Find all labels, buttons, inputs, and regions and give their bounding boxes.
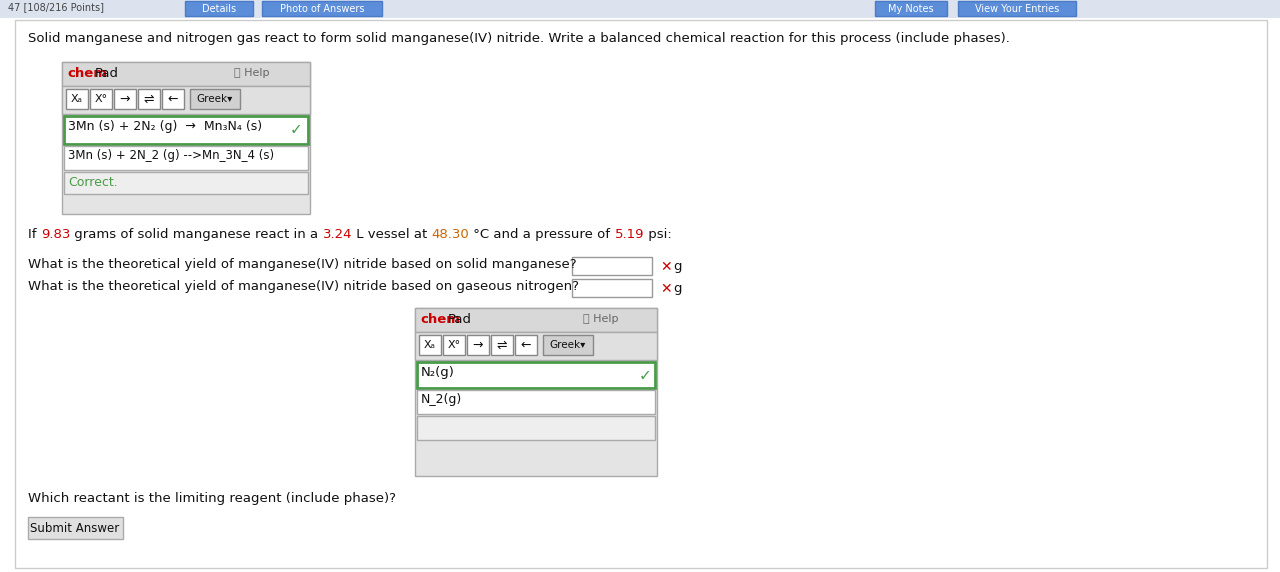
Text: Greek▾: Greek▾ bbox=[550, 340, 586, 350]
Text: Details: Details bbox=[202, 4, 236, 14]
Bar bbox=[572, 279, 652, 297]
Bar bbox=[114, 89, 136, 109]
Bar bbox=[415, 308, 657, 476]
Bar bbox=[543, 335, 593, 355]
Text: Pad: Pad bbox=[95, 67, 119, 80]
Text: N₂(g): N₂(g) bbox=[421, 366, 454, 379]
Text: 48.30: 48.30 bbox=[431, 228, 470, 241]
Bar bbox=[0, 0, 1280, 18]
Text: Pad: Pad bbox=[448, 313, 472, 326]
Text: ⇌: ⇌ bbox=[143, 93, 155, 105]
Bar bbox=[61, 86, 310, 114]
Bar bbox=[467, 335, 489, 355]
Text: 3Mn (s) + 2N_2 (g) -->Mn_3N_4 (s): 3Mn (s) + 2N_2 (g) -->Mn_3N_4 (s) bbox=[68, 149, 274, 162]
Bar bbox=[515, 335, 538, 355]
Text: X°: X° bbox=[448, 340, 461, 350]
Text: Solid manganese and nitrogen gas react to form solid manganese(IV) nitride. Writ: Solid manganese and nitrogen gas react t… bbox=[28, 32, 1010, 45]
Text: 9.83: 9.83 bbox=[41, 228, 70, 241]
Text: My Notes: My Notes bbox=[888, 4, 934, 14]
Text: Xₐ: Xₐ bbox=[424, 340, 436, 350]
Bar bbox=[186, 1, 253, 16]
Text: If: If bbox=[28, 228, 41, 241]
Bar bbox=[415, 308, 657, 332]
Bar bbox=[61, 62, 310, 214]
Text: ✕: ✕ bbox=[660, 282, 672, 296]
Bar bbox=[163, 89, 184, 109]
Text: ←: ← bbox=[521, 339, 531, 352]
Bar bbox=[957, 1, 1076, 16]
Text: ⓘ Help: ⓘ Help bbox=[234, 68, 270, 78]
Text: 5.19: 5.19 bbox=[614, 228, 644, 241]
Text: Which reactant is the limiting reagent (include phase)?: Which reactant is the limiting reagent (… bbox=[28, 492, 396, 505]
Text: Correct.: Correct. bbox=[68, 176, 118, 189]
Text: ←: ← bbox=[168, 93, 178, 105]
Bar bbox=[138, 89, 160, 109]
Text: What is the theoretical yield of manganese(IV) nitride based on gaseous nitrogen: What is the theoretical yield of mangane… bbox=[28, 280, 579, 293]
Bar bbox=[61, 62, 310, 86]
Text: grams of solid manganese react in a: grams of solid manganese react in a bbox=[70, 228, 323, 241]
Bar bbox=[492, 335, 513, 355]
Bar bbox=[64, 146, 308, 170]
Text: chem: chem bbox=[420, 313, 460, 326]
Text: What is the theoretical yield of manganese(IV) nitride based on solid manganese?: What is the theoretical yield of mangane… bbox=[28, 258, 576, 271]
Text: L vessel at: L vessel at bbox=[352, 228, 431, 241]
Text: Xₐ: Xₐ bbox=[70, 94, 83, 104]
Text: ✕: ✕ bbox=[660, 260, 672, 274]
Bar bbox=[572, 257, 652, 275]
Bar bbox=[28, 517, 123, 539]
Text: View Your Entries: View Your Entries bbox=[975, 4, 1059, 14]
Text: →: → bbox=[120, 93, 131, 105]
Bar bbox=[64, 116, 308, 144]
Bar bbox=[189, 89, 241, 109]
Text: Submit Answer: Submit Answer bbox=[31, 522, 119, 534]
Bar bbox=[415, 332, 657, 360]
Text: N_2(g): N_2(g) bbox=[421, 393, 462, 406]
Text: Photo of Answers: Photo of Answers bbox=[280, 4, 365, 14]
Text: g: g bbox=[673, 282, 681, 295]
Text: ✓: ✓ bbox=[639, 368, 652, 383]
Text: Greek▾: Greek▾ bbox=[197, 94, 233, 104]
Bar bbox=[417, 362, 655, 388]
Text: ⇌: ⇌ bbox=[497, 339, 507, 352]
Text: 3.24: 3.24 bbox=[323, 228, 352, 241]
Text: °C and a pressure of: °C and a pressure of bbox=[470, 228, 614, 241]
Text: 3Mn (s) + 2N₂ (g)  →  Mn₃N₄ (s): 3Mn (s) + 2N₂ (g) → Mn₃N₄ (s) bbox=[68, 120, 262, 133]
Bar bbox=[417, 416, 655, 440]
Text: X°: X° bbox=[95, 94, 108, 104]
Bar bbox=[90, 89, 113, 109]
Text: chem: chem bbox=[67, 67, 108, 80]
Bar bbox=[443, 335, 465, 355]
Text: g: g bbox=[673, 260, 681, 273]
Text: 47 [108/216 Points]: 47 [108/216 Points] bbox=[8, 2, 104, 12]
Bar bbox=[67, 89, 88, 109]
Text: ✓: ✓ bbox=[289, 122, 302, 137]
Bar bbox=[419, 335, 442, 355]
Bar bbox=[262, 1, 381, 16]
Bar bbox=[64, 172, 308, 194]
Text: →: → bbox=[472, 339, 484, 352]
Text: ⓘ Help: ⓘ Help bbox=[582, 314, 618, 324]
Bar bbox=[417, 390, 655, 414]
Bar bbox=[876, 1, 947, 16]
Text: psi:: psi: bbox=[644, 228, 672, 241]
